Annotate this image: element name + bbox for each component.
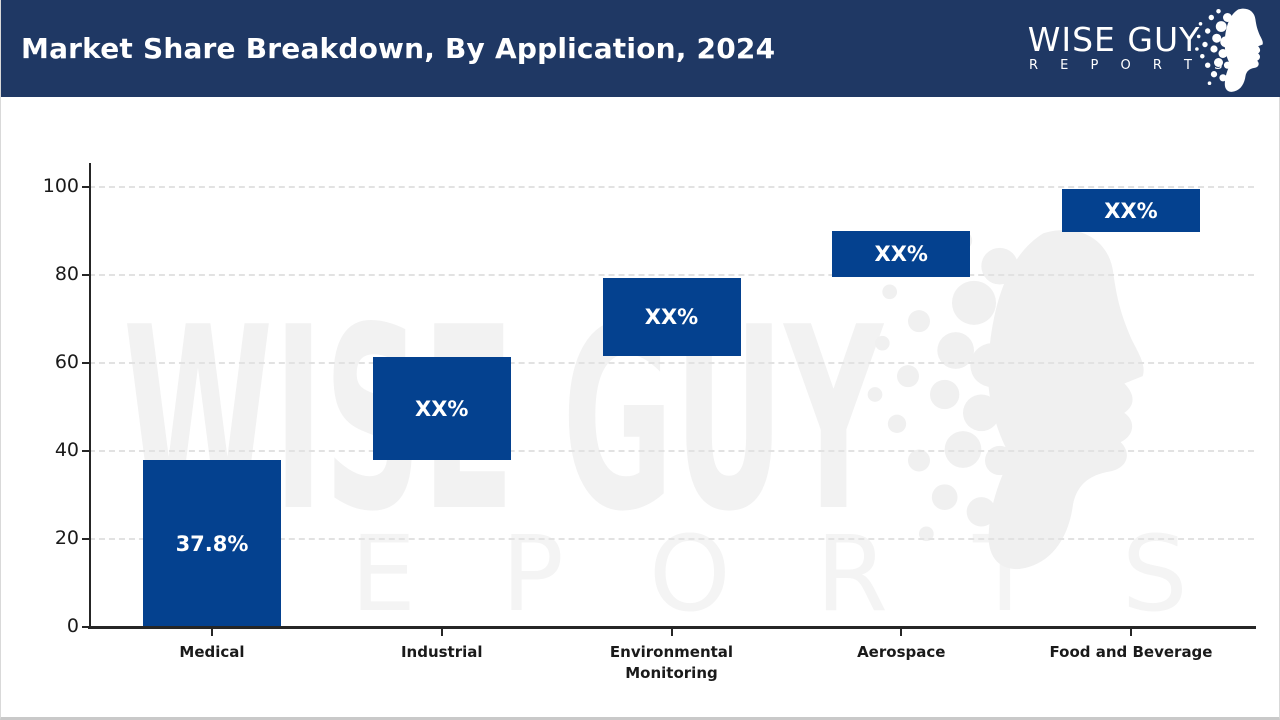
x-tick-medical — [211, 629, 213, 636]
y-tick-label-0: 0 — [66, 615, 79, 637]
y-tick-20 — [82, 537, 89, 540]
x-axis-label-medical: Medical — [179, 643, 245, 661]
header-banner: Market Share Breakdown, By Application, … — [1, 0, 1280, 97]
gridline-100 — [89, 185, 1254, 188]
x-axis-line — [88, 626, 1256, 629]
bar-value-label-environmental-monitoring: XX% — [644, 305, 699, 330]
bar-industrial: XX% — [372, 356, 511, 461]
logo-wordmark: WISE GUY — [1027, 20, 1201, 59]
gridline-20 — [89, 537, 1254, 540]
wise-guy-face-icon — [1195, 8, 1263, 92]
y-tick-40 — [82, 449, 89, 452]
bar-value-label-medical: 37.8% — [175, 531, 249, 556]
x-axis-label-aerospace: Aerospace — [857, 643, 946, 661]
waterfall-chart: 0 20 40 60 80 100 37.8% Medical XX% Industrial XX%… — [1, 97, 1280, 717]
y-tick-label-20: 20 — [54, 526, 79, 549]
logo-subtitle: R E P O R T S — [1029, 58, 1232, 73]
y-tick-label-40: 40 — [54, 438, 79, 461]
bar-aerospace: XX% — [832, 230, 971, 278]
y-tick-label-60: 60 — [54, 350, 79, 373]
chart-title: Market Share Breakdown, By Application, … — [21, 32, 776, 65]
y-tick-label-80: 80 — [54, 262, 79, 285]
bar-value-label-food-and-beverage: XX% — [1104, 198, 1158, 223]
x-tick-industrial — [440, 629, 443, 636]
gridline-60 — [89, 361, 1254, 364]
bar-food-and-beverage: XX% — [1062, 189, 1200, 232]
bar-medical: 37.8% — [143, 460, 281, 627]
y-tick-80 — [82, 273, 89, 276]
x-axis-label-food-and-beverage: Food and Beverage — [1049, 643, 1213, 661]
y-tick-label-100: 100 — [42, 174, 79, 197]
gridline-40 — [89, 449, 1254, 452]
gridline-80 — [89, 273, 1254, 276]
x-tick-food-and-beverage — [1130, 629, 1132, 636]
x-axis-label-environmental-monitoring: Environmental Monitoring — [609, 643, 734, 682]
wise-guy-logo: WISE GUY R E P O R T S — [1025, 0, 1275, 97]
x-tick-aerospace — [900, 629, 903, 636]
bar-value-label-aerospace: XX% — [874, 242, 928, 267]
x-axis-label-industrial: Industrial — [400, 643, 483, 661]
y-tick-0 — [82, 626, 89, 628]
bar-value-label-industrial: XX% — [415, 396, 469, 421]
bar-environmental-monitoring: XX% — [602, 278, 741, 357]
y-axis-line — [89, 163, 91, 629]
y-tick-60 — [82, 361, 89, 364]
x-tick-environmental-monitoring — [670, 629, 673, 636]
y-tick-100 — [82, 185, 89, 188]
